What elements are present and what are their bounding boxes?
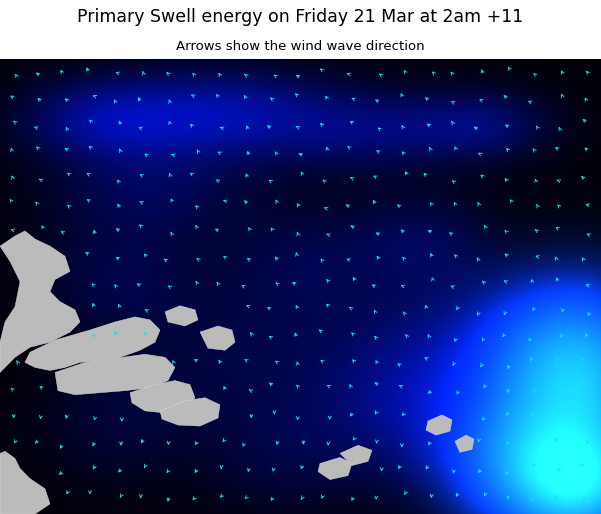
Polygon shape xyxy=(55,354,175,395)
Polygon shape xyxy=(165,306,198,326)
Polygon shape xyxy=(455,435,474,452)
Polygon shape xyxy=(130,380,195,413)
Polygon shape xyxy=(25,317,160,371)
Polygon shape xyxy=(0,451,50,514)
Text: Primary Swell energy on Friday 21 Mar at 2am +11: Primary Swell energy on Friday 21 Mar at… xyxy=(78,8,523,26)
Polygon shape xyxy=(0,231,80,373)
Polygon shape xyxy=(426,415,452,435)
Polygon shape xyxy=(318,457,352,480)
Polygon shape xyxy=(340,445,372,466)
Polygon shape xyxy=(160,398,220,426)
Text: Arrows show the wind wave direction: Arrows show the wind wave direction xyxy=(176,40,425,52)
Polygon shape xyxy=(200,326,235,350)
